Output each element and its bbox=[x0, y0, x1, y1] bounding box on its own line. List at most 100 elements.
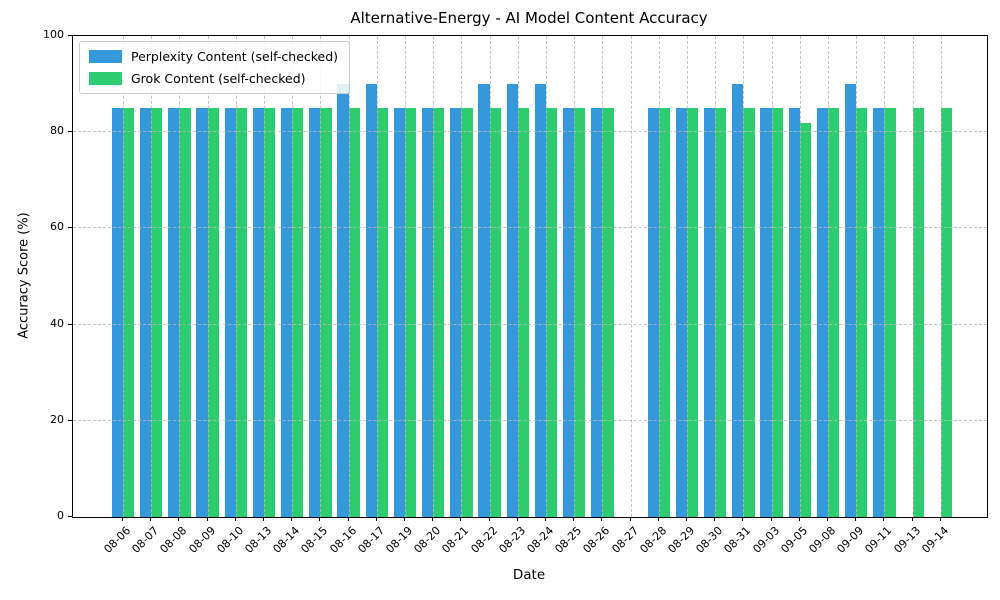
bar-perplexity-09-09 bbox=[844, 84, 857, 517]
x-tick-mark bbox=[319, 517, 321, 521]
bar-perplexity-08-17 bbox=[365, 84, 377, 517]
y-tick-label: 100 bbox=[43, 28, 64, 41]
bar-grok-08-19 bbox=[405, 108, 417, 517]
bar-grok-09-11 bbox=[884, 108, 896, 517]
x-tick-mark bbox=[573, 517, 575, 521]
bar-perplexity-09-11 bbox=[873, 108, 885, 517]
bar-perplexity-08-10 bbox=[224, 108, 236, 517]
x-tick-mark bbox=[178, 517, 180, 521]
legend-item-grok: Grok Content (self-checked) bbox=[89, 71, 338, 86]
bar-grok-08-26 bbox=[602, 108, 614, 517]
y-tick-label: 60 bbox=[50, 220, 64, 234]
bar-perplexity-08-08 bbox=[168, 108, 180, 517]
bar-perplexity-08-30 bbox=[703, 108, 716, 517]
x-tick-mark bbox=[742, 517, 744, 521]
bar-grok-08-10 bbox=[235, 108, 248, 517]
x-tick-mark bbox=[545, 517, 546, 521]
bar-grok-08-23 bbox=[517, 108, 530, 517]
x-tick-mark bbox=[206, 517, 208, 521]
bar-grok-08-08 bbox=[179, 108, 191, 517]
bar-grok-09-08 bbox=[828, 108, 840, 517]
x-tick-mark bbox=[939, 517, 941, 521]
bar-grok-08-24 bbox=[546, 108, 558, 517]
bar-grok-08-13 bbox=[264, 108, 276, 517]
bar-perplexity-09-05 bbox=[788, 108, 800, 517]
bar-grok-08-14 bbox=[292, 108, 304, 517]
bar-grok-08-06 bbox=[123, 108, 135, 517]
chart-title: Alternative-Energy - AI Model Content Ac… bbox=[350, 9, 708, 27]
x-tick-mark bbox=[629, 517, 631, 521]
bar-perplexity-08-22 bbox=[478, 84, 490, 517]
y-axis-label: Accuracy Score (%) bbox=[16, 212, 32, 339]
bar-perplexity-08-19 bbox=[393, 108, 405, 517]
x-tick-mark bbox=[657, 517, 659, 521]
legend-label-perplexity: Perplexity Content (self-checked) bbox=[131, 49, 339, 64]
y-tick-label: 20 bbox=[50, 412, 64, 426]
bar-perplexity-08-15 bbox=[309, 108, 321, 517]
bar-grok-08-07 bbox=[151, 108, 163, 517]
x-tick-mark bbox=[883, 517, 885, 521]
bar-perplexity-08-20 bbox=[421, 108, 434, 517]
bar-perplexity-09-03 bbox=[760, 108, 772, 517]
x-tick-mark bbox=[347, 517, 349, 521]
y-tick-label: 0 bbox=[57, 509, 64, 522]
bar-perplexity-08-31 bbox=[732, 84, 744, 517]
bar-grok-08-31 bbox=[743, 108, 755, 517]
x-tick-mark bbox=[911, 517, 913, 521]
bar-perplexity-08-29 bbox=[675, 108, 687, 517]
y-tick-mark bbox=[68, 419, 72, 421]
legend-label-grok: Grok Content (self-checked) bbox=[131, 71, 306, 86]
x-tick-mark bbox=[150, 517, 152, 521]
x-tick-mark bbox=[263, 517, 264, 521]
bar-grok-08-30 bbox=[715, 108, 727, 517]
bar-perplexity-08-28 bbox=[647, 108, 659, 517]
bar-perplexity-08-16 bbox=[337, 84, 349, 517]
plot-area: Perplexity Content (self-checked) Grok C… bbox=[72, 35, 988, 518]
bar-grok-08-20 bbox=[433, 108, 445, 517]
x-tick-mark bbox=[714, 517, 716, 521]
legend-swatch-grok bbox=[89, 72, 122, 85]
bar-grok-08-09 bbox=[207, 108, 219, 517]
y-tick-mark bbox=[68, 35, 72, 36]
x-tick-mark bbox=[686, 517, 687, 521]
bar-perplexity-08-07 bbox=[139, 108, 152, 517]
legend-swatch-perplexity bbox=[89, 50, 122, 63]
bar-grok-08-28 bbox=[658, 108, 671, 517]
x-tick-mark bbox=[601, 517, 603, 521]
x-tick-mark bbox=[460, 517, 462, 521]
x-tick-mark bbox=[291, 517, 293, 521]
bar-grok-09-03 bbox=[771, 108, 783, 517]
y-tick-mark bbox=[68, 516, 72, 517]
x-tick-mark bbox=[827, 517, 828, 521]
y-tick-mark bbox=[68, 131, 72, 133]
bar-perplexity-08-06 bbox=[111, 108, 123, 517]
x-tick-mark bbox=[375, 517, 377, 521]
y-tick-mark bbox=[68, 227, 72, 229]
bar-grok-08-29 bbox=[687, 108, 699, 517]
bars-layer bbox=[73, 36, 987, 517]
bar-perplexity-08-13 bbox=[252, 108, 264, 517]
x-tick-mark bbox=[770, 517, 772, 521]
bar-grok-08-17 bbox=[376, 108, 389, 517]
legend: Perplexity Content (self-checked) Grok C… bbox=[79, 41, 351, 94]
bar-grok-08-25 bbox=[574, 108, 586, 517]
bar-perplexity-08-14 bbox=[280, 108, 293, 517]
x-tick-mark bbox=[122, 517, 123, 521]
bar-grok-08-22 bbox=[489, 108, 501, 517]
bar-perplexity-09-08 bbox=[816, 108, 828, 517]
bar-perplexity-08-23 bbox=[506, 84, 518, 517]
bar-perplexity-08-09 bbox=[196, 108, 208, 517]
bar-grok-08-21 bbox=[461, 108, 473, 517]
y-tick-label: 80 bbox=[50, 124, 64, 138]
x-axis-label: Date bbox=[512, 567, 546, 583]
bar-perplexity-08-21 bbox=[450, 108, 462, 517]
x-tick-mark bbox=[798, 517, 800, 521]
x-tick-mark bbox=[432, 517, 434, 521]
bar-perplexity-08-26 bbox=[591, 108, 603, 517]
x-tick-mark bbox=[234, 517, 236, 521]
legend-item-perplexity: Perplexity Content (self-checked) bbox=[89, 49, 338, 64]
bar-grok-08-16 bbox=[348, 108, 360, 517]
x-tick-mark bbox=[404, 517, 405, 521]
bar-perplexity-08-24 bbox=[534, 84, 546, 517]
